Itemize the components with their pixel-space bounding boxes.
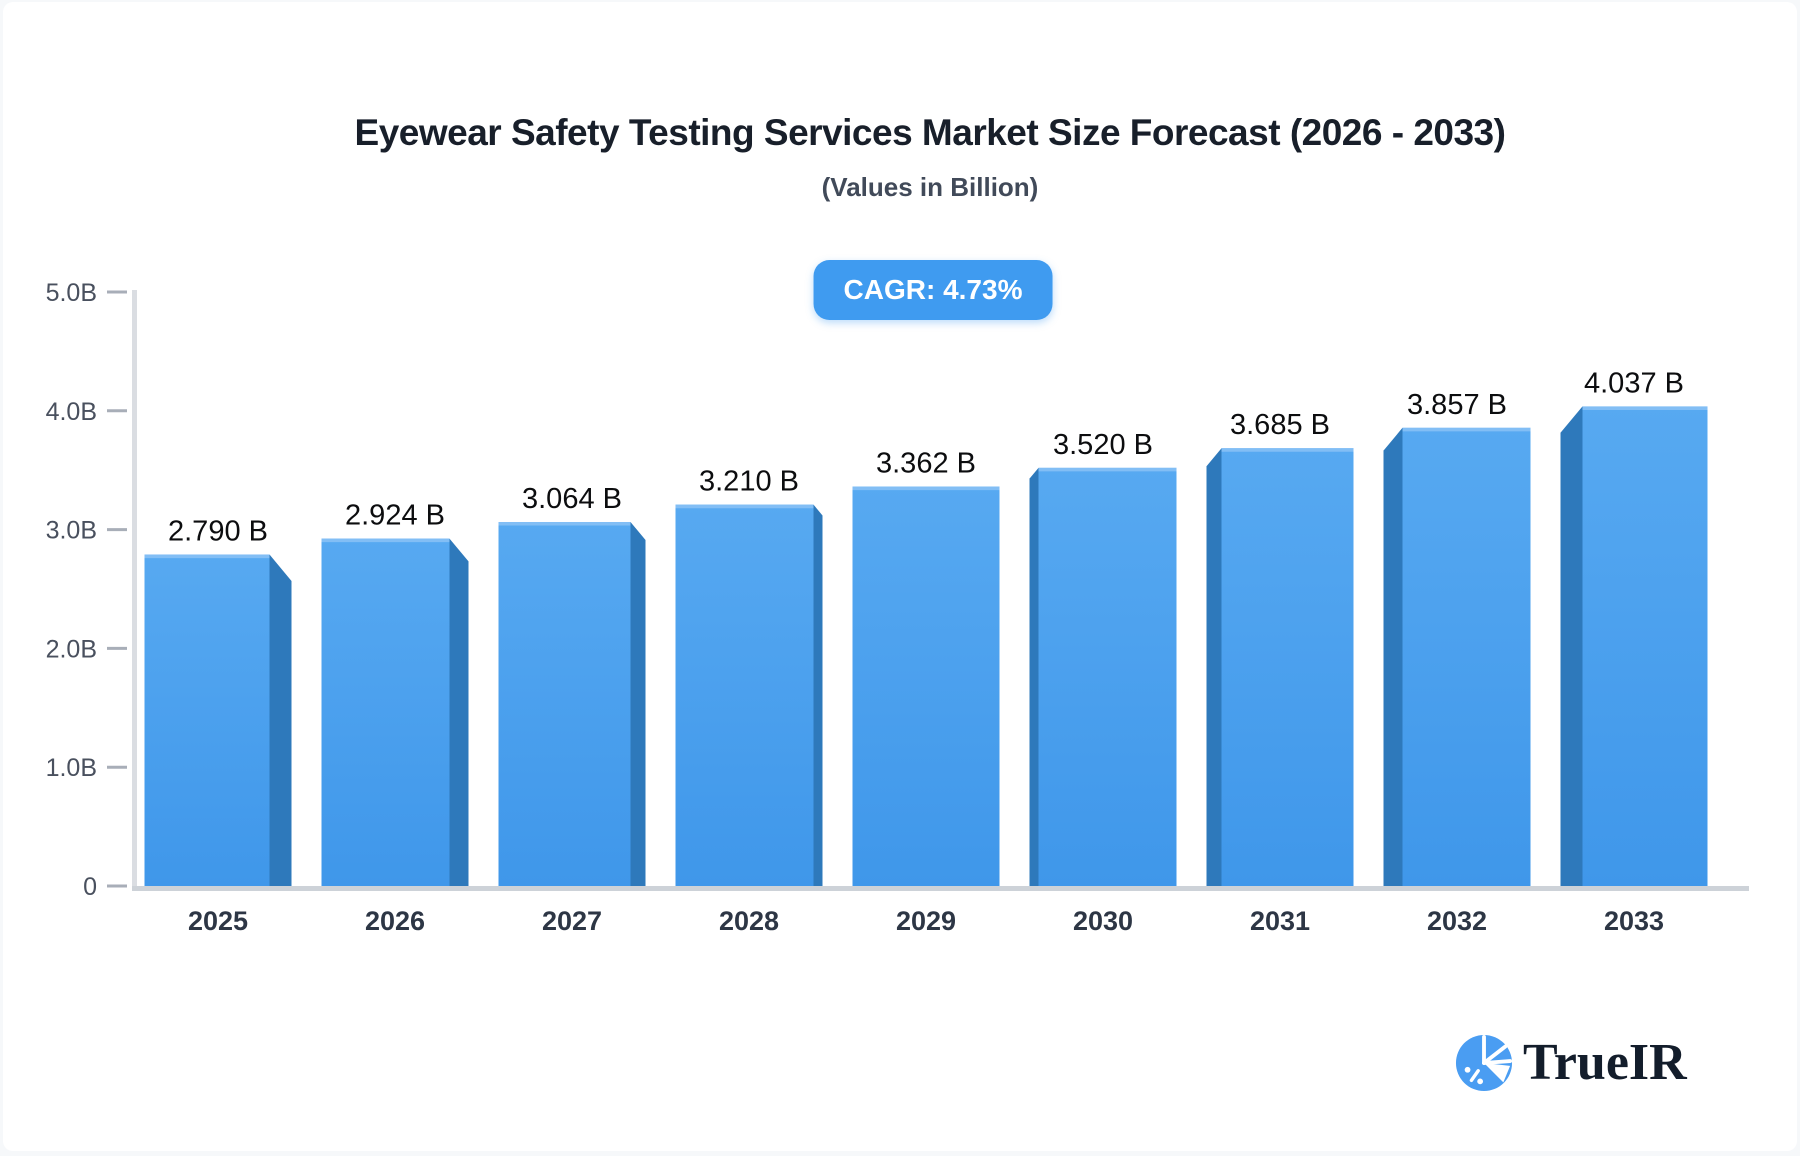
chart-card: Eyewear Safety Testing Services Market S… (3, 2, 1797, 1151)
x-axis-label: 2031 (1250, 906, 1310, 936)
bar-side-face (1383, 427, 1403, 886)
bar-value-label: 2.790 B (168, 516, 268, 548)
bar-2025: 2.790 B (144, 516, 292, 886)
bar-value-label: 3.064 B (522, 483, 622, 515)
x-axis-label: 2028 (719, 906, 779, 936)
bar-2033: 4.037 B (1560, 367, 1708, 886)
bar-value-label: 3.362 B (876, 448, 976, 480)
bar-side-face (1029, 467, 1039, 886)
bar-2030: 3.520 B (1029, 429, 1177, 886)
cagr-badge: CAGR: 4.73% (813, 260, 1053, 320)
pie-chart-icon (1455, 1034, 1513, 1092)
x-axis-label: 2025 (188, 906, 248, 936)
bar-face (1402, 427, 1531, 886)
y-axis-tick-label: 1.0B (46, 754, 97, 782)
bar-2031: 3.685 B (1206, 409, 1354, 886)
x-axis-label: 2029 (896, 906, 956, 936)
bar-face (144, 554, 270, 886)
bar-value-label: 2.924 B (345, 500, 445, 532)
bar-chart: 0 1.0B 2.0B 3.0B 4.0B 5.0B 2.790 B 2.924 B 3.06… (46, 279, 1749, 936)
bar-value-label: 3.210 B (699, 466, 799, 498)
bar-side-face (1206, 448, 1222, 886)
x-axis-label: 2032 (1427, 906, 1487, 936)
bar-face (1582, 406, 1708, 886)
bar-2029: 3.362 B (852, 448, 1000, 886)
bar-face (1221, 448, 1354, 886)
chart-title: Eyewear Safety Testing Services Market S… (354, 112, 1506, 153)
bar-value-label: 3.520 B (1053, 429, 1153, 461)
bar-side-face (449, 538, 469, 886)
chart-subtitle: (Values in Billion) (821, 172, 1039, 202)
bar-2028: 3.210 B (675, 466, 823, 886)
bar-side-face (269, 554, 292, 886)
bar-side-face (813, 504, 823, 886)
x-axis-label: 2030 (1073, 906, 1133, 936)
brand-name: TrueIR (1523, 1034, 1687, 1091)
bar-2027: 3.064 B (498, 483, 646, 886)
bar-2032: 3.857 B (1383, 389, 1531, 886)
x-axis-labels: 2025 2026 2027 2028 2029 2030 2031 2032 2033 (188, 906, 1664, 936)
bar-face (1038, 467, 1177, 886)
bar-value-label: 3.685 B (1230, 409, 1330, 441)
bar-face (498, 521, 631, 886)
bar-face (321, 538, 450, 886)
y-axis: 0 1.0B 2.0B 3.0B 4.0B 5.0B (46, 279, 137, 901)
bar-series: 2.790 B 2.924 B 3.064 B 3.210 B 3.362 B 3.520… (144, 367, 1708, 886)
x-axis-label: 2026 (365, 906, 425, 936)
bar-value-label: 4.037 B (1584, 367, 1684, 399)
bar-side-face (1560, 406, 1583, 886)
bar-value-label: 3.857 B (1407, 389, 1507, 421)
bar-2026: 2.924 B (321, 500, 469, 886)
x-axis-label: 2033 (1604, 906, 1664, 936)
y-axis-tick-label: 2.0B (46, 635, 97, 663)
y-axis-tick-label: 3.0B (46, 517, 97, 545)
y-axis-tick-label: 0 (83, 873, 97, 901)
brand-logo: TrueIR (1455, 1034, 1687, 1092)
bar-face (852, 486, 1000, 886)
y-axis-tick-label: 5.0B (46, 279, 97, 307)
x-axis-label: 2027 (542, 906, 602, 936)
y-axis-tick-label: 4.0B (46, 398, 97, 426)
bar-side-face (630, 521, 646, 886)
bar-face (675, 504, 814, 886)
